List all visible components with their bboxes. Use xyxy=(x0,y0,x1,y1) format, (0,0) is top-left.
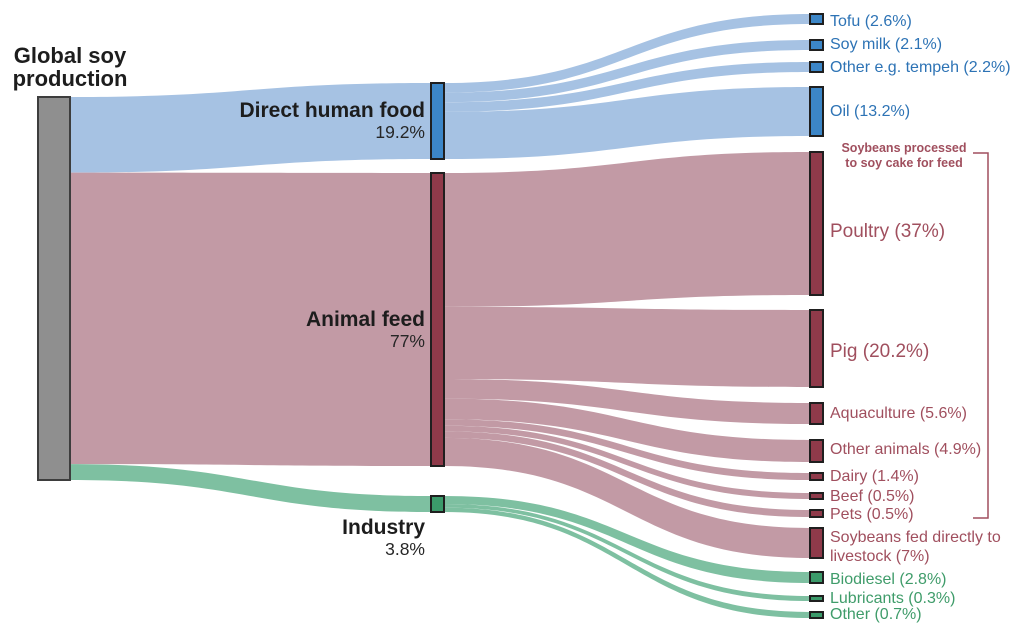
flow-dhf-to-tempeh xyxy=(444,62,810,112)
flow-feed-to-dairy xyxy=(444,419,810,480)
flow-dhf-to-tofu xyxy=(444,14,810,93)
node-soymilk xyxy=(809,39,824,51)
flow-feed-to-fed_directly xyxy=(444,437,810,558)
chart-title: Global soy production xyxy=(12,43,128,92)
node-fed_directly xyxy=(809,527,824,559)
soy-cake-bracket xyxy=(973,152,989,519)
node-feed xyxy=(430,172,445,467)
flow-dhf-to-soymilk xyxy=(444,40,810,103)
annotation-line-1: Soybeans processed xyxy=(841,141,967,155)
annotation-line-2: to soy cake for feed xyxy=(845,155,963,170)
flow-dhf-to-oil xyxy=(444,87,810,159)
node-beef xyxy=(809,492,824,500)
node-aquaculture xyxy=(809,402,824,425)
node-oil xyxy=(809,86,824,137)
flow-industry-to-lubricants xyxy=(444,504,810,601)
flow-industry-to-biodiesel xyxy=(444,496,810,583)
node-global xyxy=(37,96,71,481)
node-biodiesel xyxy=(809,571,824,584)
node-pig xyxy=(809,309,824,388)
flow-feed-to-pig xyxy=(444,306,810,387)
node-tempeh xyxy=(809,61,824,73)
flow-feed-to-other_animals xyxy=(444,398,810,462)
node-dhf xyxy=(430,82,445,160)
node-tofu xyxy=(809,13,824,25)
node-lubricants xyxy=(809,595,824,602)
flow-global-to-dhf xyxy=(70,83,431,173)
flow-feed-to-poultry xyxy=(444,152,810,307)
node-pets xyxy=(809,509,824,518)
node-other_industry xyxy=(809,611,824,619)
node-industry xyxy=(430,495,445,513)
flow-global-to-feed xyxy=(70,172,431,466)
flow-feed-to-pets xyxy=(444,431,810,517)
soy-cake-annotation: Soybeans processed to soy cake for feed xyxy=(838,141,970,171)
flow-industry-to-other_industry xyxy=(444,507,810,618)
flow-global-to-industry xyxy=(70,464,431,512)
node-poultry xyxy=(809,151,824,296)
flow-feed-to-aquaculture xyxy=(444,378,810,424)
flow-feed-to-beef xyxy=(444,425,810,499)
node-dairy xyxy=(809,472,824,481)
node-other_animals xyxy=(809,439,824,463)
